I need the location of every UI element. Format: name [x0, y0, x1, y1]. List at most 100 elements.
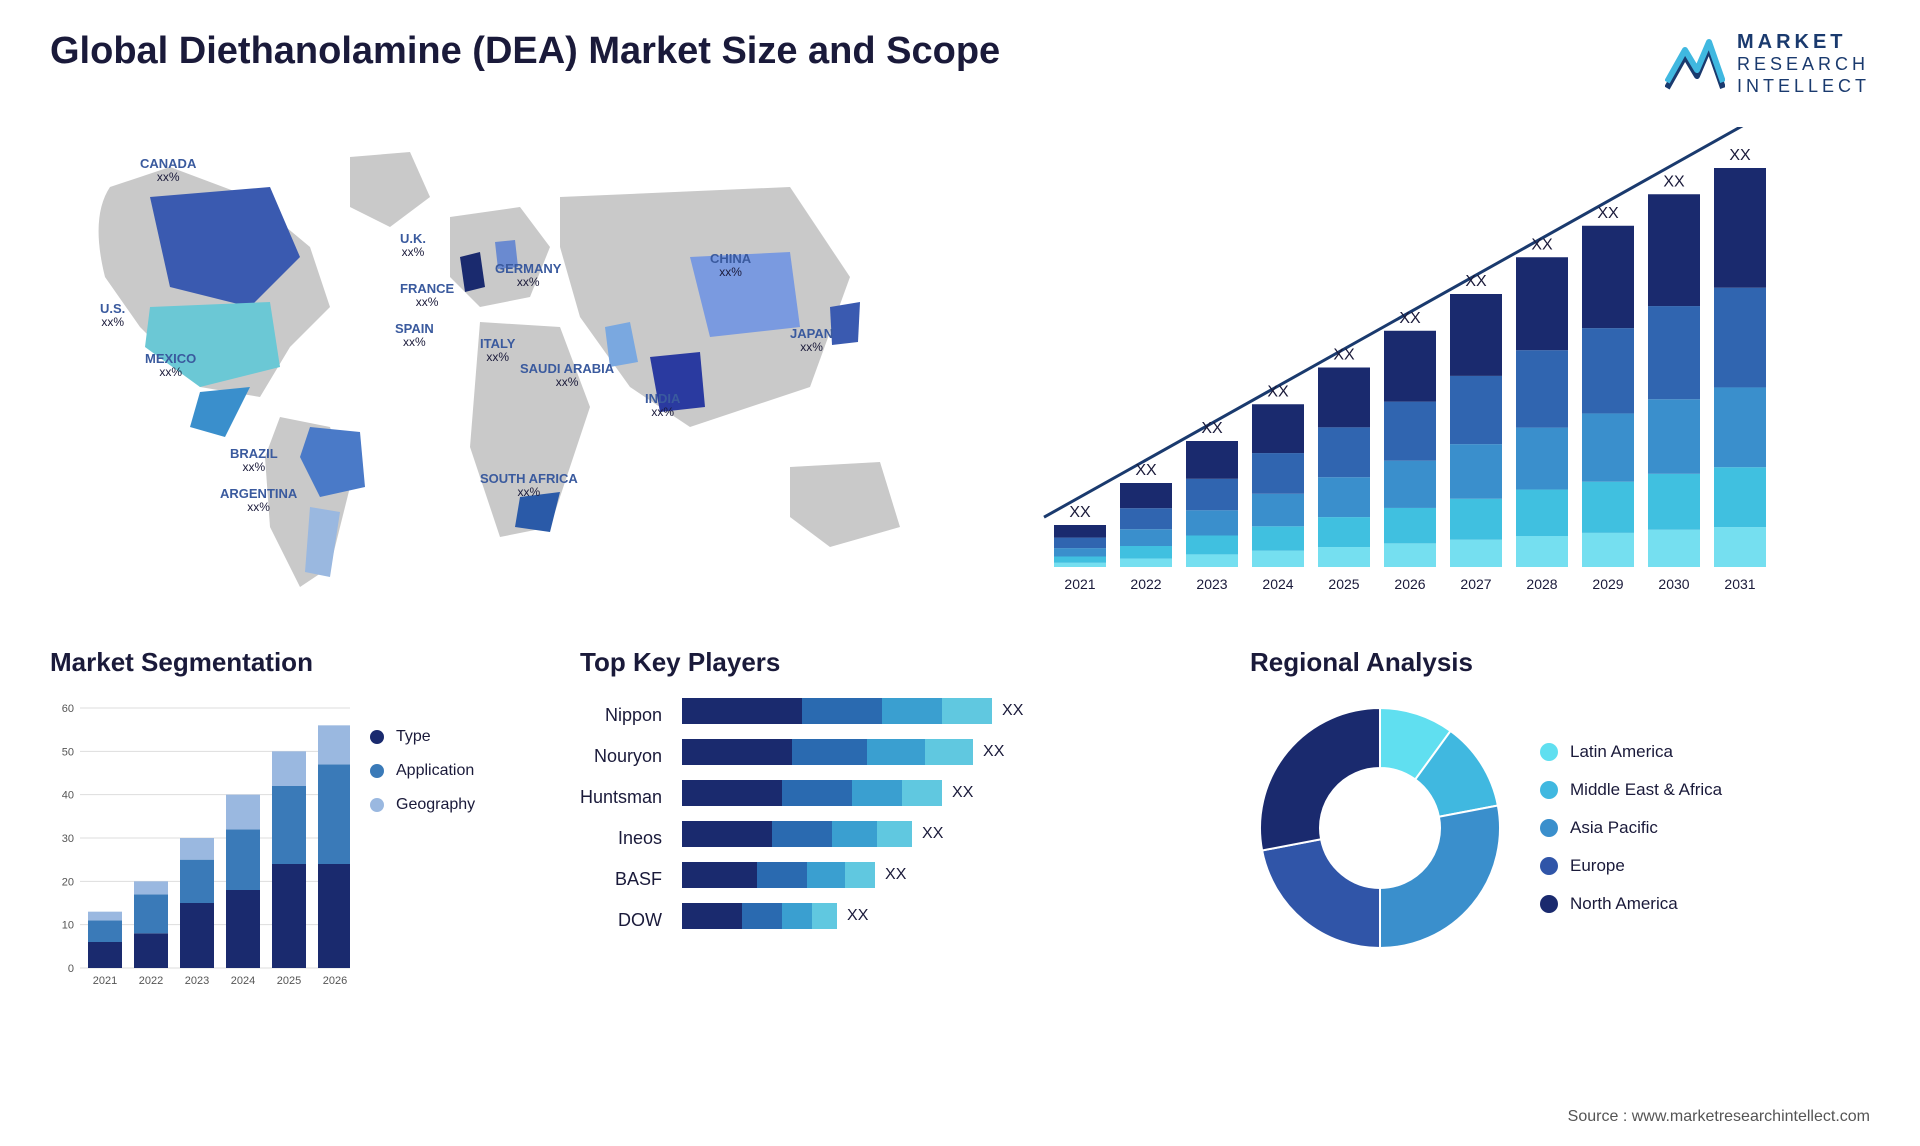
country-label: MEXICOxx%	[145, 352, 196, 379]
player-value: XX	[847, 907, 868, 925]
donut-legend: Latin AmericaMiddle East & AfricaAsia Pa…	[1540, 742, 1722, 914]
svg-text:2022: 2022	[139, 975, 163, 987]
player-bar-seg	[682, 780, 782, 806]
country-label: GERMANYxx%	[495, 262, 561, 289]
svg-text:2025: 2025	[277, 975, 301, 987]
logo: MARKET RESEARCH INTELLECT	[1665, 30, 1870, 97]
regional-legend-item: North America	[1540, 894, 1722, 914]
segmentation-chart-svg: 0102030405060202120222023202420252026	[50, 698, 350, 998]
svg-text:10: 10	[62, 920, 74, 932]
svg-text:2029: 2029	[1592, 576, 1623, 592]
svg-text:2021: 2021	[1064, 576, 1095, 592]
growth-chart: XX 2021 XX 2022 XX 2023 XX 2024 XX 2025 XX 2026 XX 20…	[990, 127, 1870, 607]
map-labels: CANADAxx%U.S.xx%MEXICOxx%BRAZILxx%ARGENT…	[50, 127, 950, 607]
header: Global Diethanolamine (DEA) Market Size …	[50, 30, 1870, 97]
player-bar-seg	[682, 903, 742, 929]
segmentation-legend: TypeApplicationGeography	[370, 698, 475, 814]
regional-section: Regional Analysis Latin America Middle Ea…	[1250, 647, 1870, 998]
player-bar-seg	[877, 821, 912, 847]
player-bar-seg	[742, 903, 782, 929]
player-bar-seg	[812, 903, 837, 929]
player-label: Nouryon	[580, 743, 662, 769]
segmentation-legend-item: Type	[370, 728, 475, 746]
player-bar-seg	[832, 821, 877, 847]
player-bar-seg	[682, 698, 802, 724]
regional-legend-item: Latin America	[1540, 742, 1722, 762]
svg-text:2030: 2030	[1658, 576, 1689, 592]
svg-text:XX: XX	[1729, 147, 1751, 164]
logo-icon	[1665, 38, 1725, 90]
svg-text:2024: 2024	[1262, 576, 1293, 592]
player-label: Ineos	[580, 825, 662, 851]
page-title: Global Diethanolamine (DEA) Market Size …	[50, 30, 1000, 73]
player-bar-row: XX	[682, 780, 1023, 806]
player-value: XX	[1002, 702, 1023, 720]
segmentation-title: Market Segmentation	[50, 647, 530, 678]
svg-text:30: 30	[62, 833, 74, 845]
svg-text:2026: 2026	[1394, 576, 1425, 592]
svg-text:2025: 2025	[1328, 576, 1359, 592]
player-bars: XX XX XX XX XX XX	[682, 698, 1023, 933]
player-bar-seg	[782, 780, 852, 806]
player-bar-seg	[902, 780, 942, 806]
players-title: Top Key Players	[580, 647, 1200, 678]
player-bar-seg	[757, 862, 807, 888]
svg-text:XX: XX	[1663, 173, 1685, 190]
regional-legend-item: Middle East & Africa	[1540, 780, 1722, 800]
svg-text:40: 40	[62, 790, 74, 802]
player-bar-row: XX	[682, 698, 1023, 724]
player-bar	[682, 862, 875, 888]
country-label: U.S.xx%	[100, 302, 125, 329]
world-map: CANADAxx%U.S.xx%MEXICOxx%BRAZILxx%ARGENT…	[50, 127, 950, 607]
country-label: JAPANxx%	[790, 327, 833, 354]
player-value: XX	[922, 825, 943, 843]
country-label: SAUDI ARABIAxx%	[520, 362, 614, 389]
svg-text:2022: 2022	[1130, 576, 1161, 592]
player-bar-row: XX	[682, 862, 1023, 888]
player-bar-seg	[802, 698, 882, 724]
svg-text:XX: XX	[1069, 504, 1091, 521]
player-bar-seg	[772, 821, 832, 847]
svg-text:XX: XX	[1135, 462, 1157, 479]
player-bar-seg	[852, 780, 902, 806]
player-bar-seg	[682, 821, 772, 847]
player-bar-row: XX	[682, 903, 1023, 929]
country-label: INDIAxx%	[645, 392, 680, 419]
svg-text:XX: XX	[1597, 205, 1619, 222]
player-label: BASF	[580, 866, 662, 892]
svg-text:2028: 2028	[1526, 576, 1557, 592]
svg-text:2023: 2023	[1196, 576, 1227, 592]
player-bar	[682, 780, 942, 806]
player-value: XX	[885, 866, 906, 884]
segmentation-legend-item: Application	[370, 762, 475, 780]
country-label: BRAZILxx%	[230, 447, 278, 474]
player-bar-seg	[942, 698, 992, 724]
svg-text:XX: XX	[1333, 347, 1355, 364]
segmentation-section: Market Segmentation 01020304050602021202…	[50, 647, 530, 998]
svg-text:20: 20	[62, 877, 74, 889]
donut-chart-svg	[1250, 698, 1510, 958]
player-label: Huntsman	[580, 784, 662, 810]
player-bar-seg	[845, 862, 875, 888]
growth-chart-svg: XX 2021 XX 2022 XX 2023 XX 2024 XX 2025 XX 2026 XX 20…	[990, 127, 1810, 607]
svg-text:XX: XX	[1465, 273, 1487, 290]
country-label: CANADAxx%	[140, 157, 196, 184]
logo-line3: INTELLECT	[1737, 76, 1870, 98]
regional-legend-item: Europe	[1540, 856, 1722, 876]
player-bar-seg	[925, 739, 973, 765]
svg-text:2021: 2021	[93, 975, 117, 987]
country-label: SOUTH AFRICAxx%	[480, 472, 578, 499]
player-value: XX	[983, 743, 1004, 761]
player-label: Nippon	[580, 702, 662, 728]
player-bar	[682, 698, 992, 724]
country-label: ITALYxx%	[480, 337, 515, 364]
player-bar-seg	[882, 698, 942, 724]
svg-text:50: 50	[62, 747, 74, 759]
country-label: FRANCExx%	[400, 282, 454, 309]
regional-title: Regional Analysis	[1250, 647, 1870, 678]
svg-text:XX: XX	[1531, 236, 1553, 253]
source-text: Source : www.marketresearchintellect.com	[1568, 1108, 1870, 1126]
player-bar-seg	[682, 862, 757, 888]
player-labels: NipponNouryonHuntsmanIneosBASFDOW	[580, 698, 662, 933]
svg-text:XX: XX	[1201, 420, 1223, 437]
